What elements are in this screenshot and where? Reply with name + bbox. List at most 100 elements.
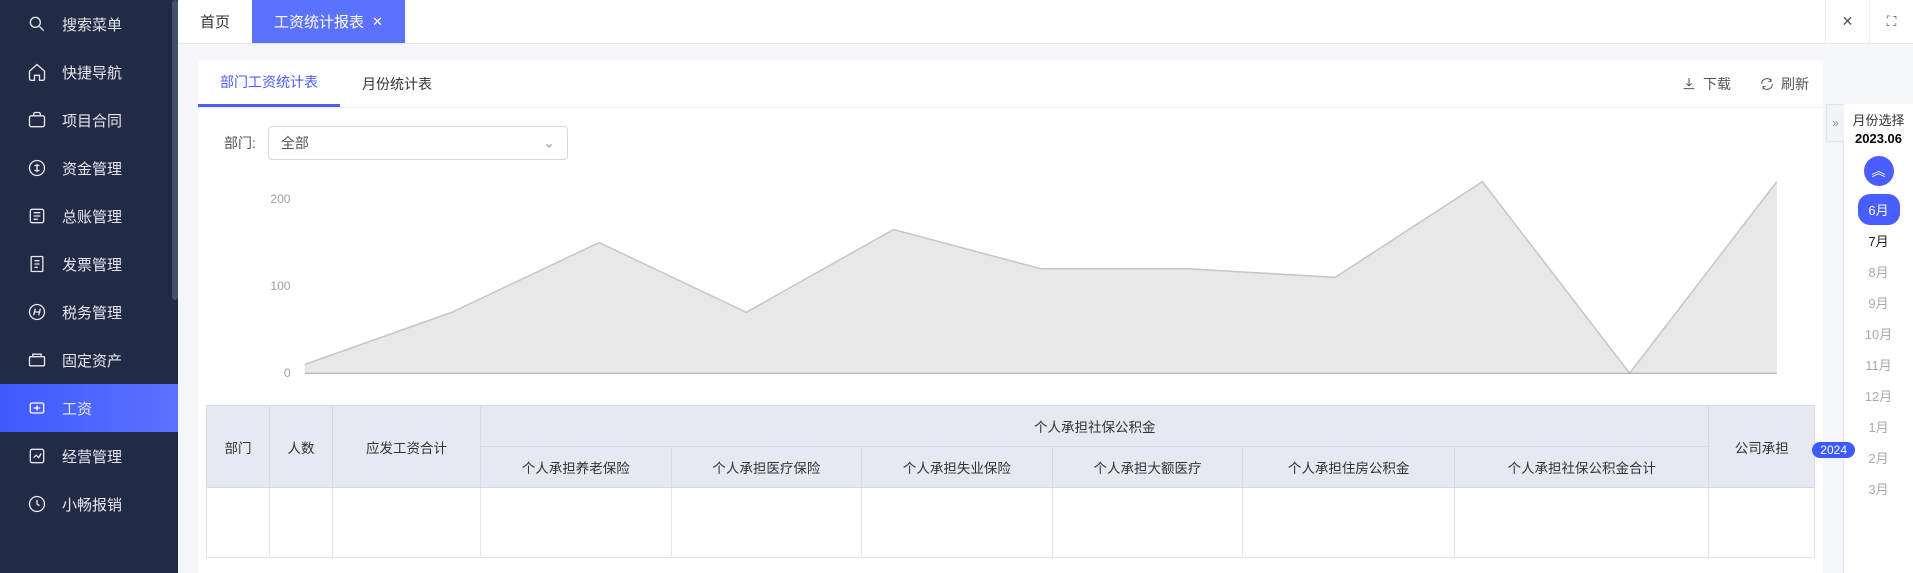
month-picker-date: 2023.06 [1844, 131, 1913, 152]
month-option[interactable]: 12月 [1844, 380, 1913, 411]
asset-icon [26, 349, 48, 371]
table-cell [207, 488, 270, 558]
dept-select-value: 全部 [281, 133, 309, 153]
close-icon[interactable]: ✕ [372, 14, 383, 30]
tax-icon [26, 301, 48, 323]
tab-salary-report[interactable]: 工资统计报表 ✕ [252, 0, 405, 43]
tabbar-close-button[interactable]: ✕ [1825, 0, 1869, 43]
year-badge: 2024 [1812, 442, 1855, 458]
ledger-icon [26, 205, 48, 227]
month-option[interactable]: 3月 [1844, 473, 1913, 504]
table-cell [1052, 488, 1243, 558]
svg-text:100: 100 [270, 279, 290, 293]
month-option[interactable]: 6月 [1858, 194, 1900, 225]
salary-table: 部门人数应发工资合计个人承担社保公积金公司承担个人承担养老保险个人承担医疗保险个… [206, 405, 1815, 558]
table-header: 公司承担 [1709, 406, 1815, 488]
search-icon [26, 13, 48, 35]
fullscreen-button[interactable]: ⛶ [1869, 0, 1913, 43]
table-cell [269, 488, 332, 558]
reimburse-icon [26, 493, 48, 515]
refresh-button[interactable]: 刷新 [1745, 74, 1823, 94]
tab-bar: 首页 工资统计报表 ✕ ✕ ⛶ [178, 0, 1913, 44]
subtab-label: 月份统计表 [362, 74, 432, 94]
subtab-month-stats[interactable]: 月份统计表 [340, 60, 454, 107]
area-chart: 0 100 200 [224, 170, 1797, 405]
month-option[interactable]: 7月 [1844, 225, 1913, 256]
refresh-icon [1759, 76, 1775, 92]
sidebar-item-label: 税务管理 [62, 302, 122, 323]
table-cell [481, 488, 672, 558]
tab-home[interactable]: 首页 [178, 0, 252, 43]
sidebar-item-money[interactable]: 资金管理 [0, 144, 178, 192]
table-header: 个人承担医疗保险 [671, 447, 862, 488]
dept-filter-label: 部门: [224, 133, 256, 153]
fullscreen-icon: ⛶ [1887, 13, 1897, 30]
svg-text:0: 0 [284, 366, 291, 380]
sidebar-item-reimburse[interactable]: 小畅报销 [0, 480, 178, 528]
sidebar-item-label: 资金管理 [62, 158, 122, 179]
table-header: 部门 [207, 406, 270, 488]
svg-text:200: 200 [270, 192, 290, 206]
invoice-icon [26, 253, 48, 275]
filter-row: 部门: 全部 ⌄ [198, 108, 1823, 170]
subtab-dept-stats[interactable]: 部门工资统计表 [198, 60, 340, 107]
sidebar-item-briefcase[interactable]: 项目合同 [0, 96, 178, 144]
table-header: 个人承担社保公积金合计 [1455, 447, 1709, 488]
sidebar-item-label: 项目合同 [62, 110, 122, 131]
table-header-group: 个人承担社保公积金 [481, 406, 1709, 447]
month-option[interactable]: 1月 [1844, 411, 1913, 442]
table-container: 部门人数应发工资合计个人承担社保公积金公司承担个人承担养老保险个人承担医疗保险个… [198, 405, 1823, 558]
table-header: 人数 [269, 406, 332, 488]
sidebar-item-search[interactable]: 搜索菜单 [0, 0, 178, 48]
sidebar: 搜索菜单快捷导航项目合同资金管理总账管理发票管理税务管理固定资产工资经营管理小畅… [0, 0, 178, 573]
table-header: 个人承担大额医疗 [1052, 447, 1243, 488]
home-icon [26, 61, 48, 83]
content-area: 部门工资统计表 月份统计表 下载 刷新 部门: 全部 ⌄ 0 100 200 部门人… [178, 44, 1913, 573]
sidebar-item-ledger[interactable]: 总账管理 [0, 192, 178, 240]
sidebar-item-tax[interactable]: 税务管理 [0, 288, 178, 336]
sidebar-item-home[interactable]: 快捷导航 [0, 48, 178, 96]
table-cell [862, 488, 1053, 558]
table-header: 个人承担住房公积金 [1243, 447, 1455, 488]
sidebar-item-label: 经营管理 [62, 446, 122, 467]
month-option[interactable]: 11月 [1844, 349, 1913, 380]
month-panel-toggle[interactable]: » [1826, 104, 1844, 142]
sidebar-item-asset[interactable]: 固定资产 [0, 336, 178, 384]
month-option[interactable]: 10月 [1844, 318, 1913, 349]
refresh-label: 刷新 [1781, 74, 1809, 94]
table-header: 应发工资合计 [332, 406, 480, 488]
table-cell [1243, 488, 1455, 558]
download-icon [1681, 76, 1697, 92]
month-scroll-up-button[interactable]: ︽ [1864, 156, 1894, 186]
salary-icon [26, 397, 48, 419]
month-picker-title: 月份选择 [1844, 104, 1913, 131]
month-option[interactable]: 9月 [1844, 287, 1913, 318]
table-cell [1455, 488, 1709, 558]
sidebar-item-label: 工资 [62, 398, 92, 419]
download-button[interactable]: 下载 [1667, 74, 1745, 94]
month-picker-panel: » 月份选择 2023.06 ︽ 6月7月8月9月10月11月12月1月2月3月 [1843, 104, 1913, 573]
ops-icon [26, 445, 48, 467]
table-cell [1709, 488, 1815, 558]
briefcase-icon [26, 109, 48, 131]
sub-tab-bar: 部门工资统计表 月份统计表 下载 刷新 [198, 60, 1823, 108]
sidebar-item-label: 搜索菜单 [62, 14, 122, 35]
subtab-label: 部门工资统计表 [220, 72, 318, 92]
table-row [207, 488, 1815, 558]
sidebar-item-invoice[interactable]: 发票管理 [0, 240, 178, 288]
sidebar-item-salary[interactable]: 工资 [0, 384, 178, 432]
sidebar-item-label: 小畅报销 [62, 494, 122, 515]
table-header: 个人承担养老保险 [481, 447, 672, 488]
sidebar-item-label: 发票管理 [62, 254, 122, 275]
dept-select[interactable]: 全部 ⌄ [268, 126, 568, 160]
close-icon: ✕ [1842, 13, 1854, 30]
sidebar-item-ops[interactable]: 经营管理 [0, 432, 178, 480]
table-cell [332, 488, 480, 558]
table-header: 个人承担失业保险 [862, 447, 1053, 488]
sidebar-item-label: 固定资产 [62, 350, 122, 371]
sidebar-item-label: 总账管理 [62, 206, 122, 227]
money-icon [26, 157, 48, 179]
month-option[interactable]: 8月 [1844, 256, 1913, 287]
tab-label: 工资统计报表 [274, 11, 364, 32]
chevron-down-icon: ⌄ [543, 135, 555, 152]
